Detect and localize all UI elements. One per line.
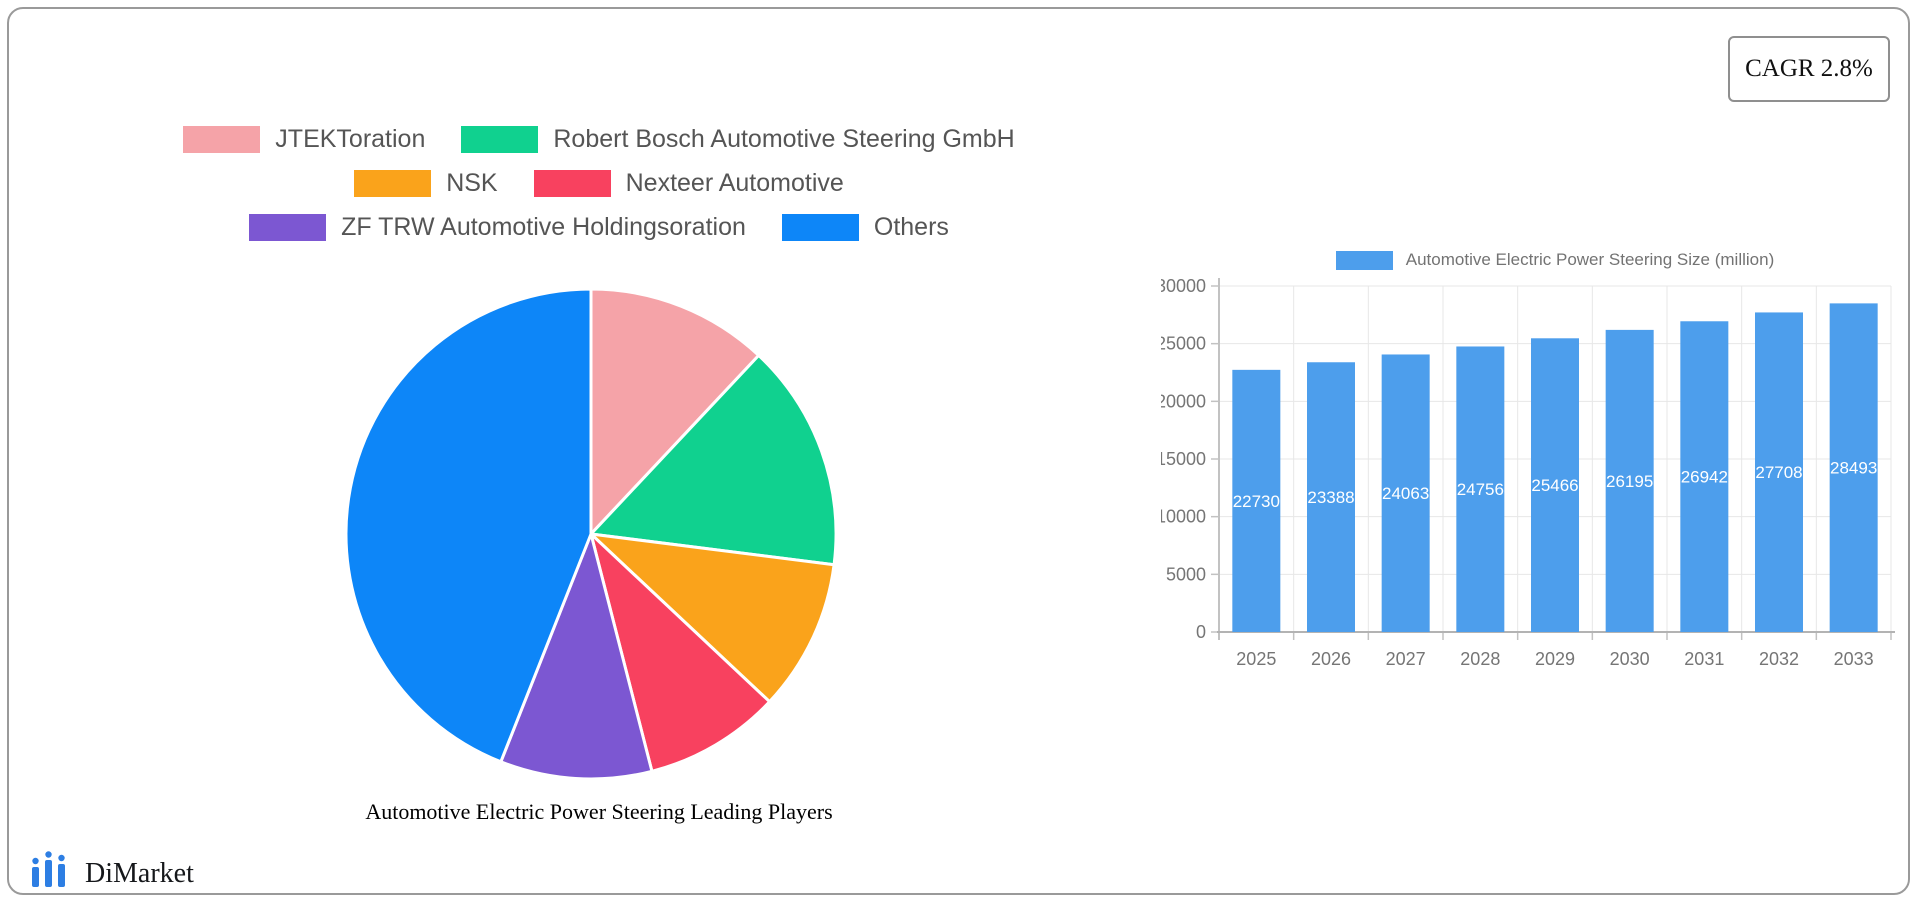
pie-legend-item-jtektoration[interactable]: JTEKToration xyxy=(183,126,425,153)
bar-2032 xyxy=(1755,312,1803,632)
pie-legend-label: Robert Bosch Automotive Steering GmbH xyxy=(553,125,1015,153)
y-axis-tick-label: 0 xyxy=(1196,622,1206,642)
x-axis-label-2030: 2030 xyxy=(1610,649,1650,669)
y-axis-tick-label: 30000 xyxy=(1161,276,1206,296)
pie-legend-item-nsk[interactable]: NSK xyxy=(354,169,498,197)
y-axis-tick-label: 25000 xyxy=(1161,334,1206,354)
pie-chart-title: Automotive Electric Power Steering Leadi… xyxy=(365,799,833,824)
bar-2026 xyxy=(1307,362,1355,632)
bar-value-label: 26195 xyxy=(1606,472,1653,491)
bar-legend-label: Automotive Electric Power Steering Size … xyxy=(1405,250,1775,269)
pie-chart xyxy=(344,287,838,781)
pie-slice-robert-bosch-automotive-steering-gmbh xyxy=(589,353,838,567)
pie-slice-jtektoration xyxy=(589,287,761,536)
x-axis-label-2031: 2031 xyxy=(1684,649,1724,669)
bar-2029 xyxy=(1531,338,1579,632)
pie-slice-nexteer-automotive xyxy=(589,532,772,773)
pie-legend-item-zf-trw-automotive-holdingsoration[interactable]: ZF TRW Automotive Holdingsoration xyxy=(249,214,746,241)
bar-chart-logo-icon xyxy=(32,851,65,887)
pie-legend-label: NSK xyxy=(446,169,498,197)
report-card: CAGR 2.8% JTEKToration Robert Bosch Autom… xyxy=(7,7,1910,895)
bar-legend-swatch xyxy=(1335,250,1393,270)
y-axis-tick-label: 20000 xyxy=(1161,391,1206,411)
pie-legend-row: JTEKToration Robert Bosch Automotive Stee… xyxy=(183,125,1015,153)
pie-legend-swatch xyxy=(461,126,539,153)
bar-value-label: 24063 xyxy=(1382,484,1429,503)
y-axis-labels: 0 5000 10000 15000 20000 25000 30000 xyxy=(1161,276,1206,642)
axis-ticks xyxy=(1211,285,1892,640)
bar-value-label: 23388 xyxy=(1307,488,1354,507)
bar-value-label: 26942 xyxy=(1681,468,1728,487)
bar-value-label: 25466 xyxy=(1531,476,1578,495)
y-axis-tick-label: 15000 xyxy=(1161,449,1206,469)
x-axis-label-2027: 2027 xyxy=(1386,649,1426,669)
bar-chart-panel: Automotive Electric Power Steering Size … xyxy=(1161,241,1909,711)
pie-legend-label: ZF TRW Automotive Holdingsoration xyxy=(341,213,746,241)
bar-2031 xyxy=(1680,321,1729,632)
pie-legend-item-others[interactable]: Others xyxy=(781,213,949,241)
x-axis-label-2025: 2025 xyxy=(1236,649,1276,669)
bar-legend-item[interactable]: Automotive Electric Power Steering Size … xyxy=(1219,249,1891,271)
brand-name: DiMarket xyxy=(85,858,194,889)
pie-legend: JTEKToration Robert Bosch Automotive Stee… xyxy=(9,126,1189,241)
pie-legend-swatch xyxy=(249,214,327,241)
brand-logo: DiMarket xyxy=(30,851,194,889)
bar-value-label: 22730 xyxy=(1233,492,1280,511)
bar-value-label: 27708 xyxy=(1755,463,1802,482)
pie-slice-nsk xyxy=(589,532,836,704)
pie-slice-others xyxy=(344,287,593,764)
pie-legend-label: Nexteer Automotive xyxy=(625,169,844,197)
pie-legend-swatch xyxy=(781,214,859,241)
bar-2030 xyxy=(1605,329,1654,632)
bar-2028 xyxy=(1456,346,1505,632)
bar-2033 xyxy=(1829,303,1878,632)
y-axis-tick-label: 10000 xyxy=(1161,507,1206,527)
pie-legend-swatch xyxy=(183,126,261,153)
bar-2025 xyxy=(1232,369,1281,632)
pie-legend-row: ZF TRW Automotive Holdingsoration Others xyxy=(249,214,949,241)
pie-legend-item-robert-bosch-automotive-steering-gmbh[interactable]: Robert Bosch Automotive Steering GmbH xyxy=(461,125,1015,153)
x-axis-label-2029: 2029 xyxy=(1535,649,1575,669)
pie-legend-swatch xyxy=(354,170,432,197)
x-axis-label-2026: 2026 xyxy=(1311,649,1351,669)
y-axis-tick-label: 5000 xyxy=(1166,564,1206,584)
x-axis-label-2033: 2033 xyxy=(1834,649,1874,669)
bar-value-label: 24756 xyxy=(1457,480,1504,499)
pie-legend-swatch xyxy=(533,170,611,197)
cagr-badge: CAGR 2.8% xyxy=(1728,36,1890,102)
bar-2027 xyxy=(1381,354,1430,632)
pie-slice-zf-trw-automotive-holdingsoration xyxy=(499,532,654,781)
x-axis-label-2028: 2028 xyxy=(1460,649,1500,669)
pie-legend-label: Others xyxy=(873,213,949,241)
pie-legend-item-nexteer-automotive[interactable]: Nexteer Automotive xyxy=(533,169,844,197)
pie-legend-label: JTEKToration xyxy=(275,125,426,153)
x-axis-label-2032: 2032 xyxy=(1759,649,1799,669)
bar-value-label: 28493 xyxy=(1830,459,1877,478)
pie-legend-row: NSK Nexteer Automotive xyxy=(354,170,844,197)
bar-chart: 0 5000 10000 15000 20000 25000 30000 22730 2025 2… xyxy=(1161,276,1895,669)
